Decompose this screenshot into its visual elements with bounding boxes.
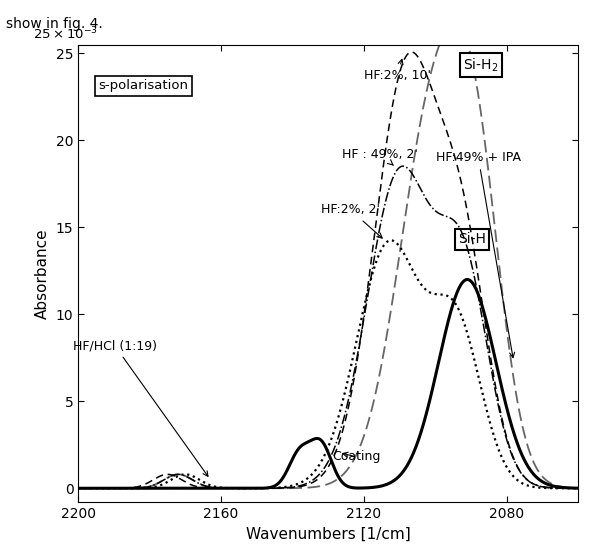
Text: HF:2%, 10': HF:2%, 10' <box>364 59 431 83</box>
Text: HF:2%, 2': HF:2%, 2' <box>321 204 382 238</box>
Text: s-polarisation: s-polarisation <box>98 79 188 92</box>
Text: Si-H: Si-H <box>458 232 486 246</box>
Y-axis label: Absorbance: Absorbance <box>36 228 50 319</box>
Text: $25\times10^{-3}$: $25\times10^{-3}$ <box>33 26 98 42</box>
Text: HF:49% + IPA: HF:49% + IPA <box>436 151 521 358</box>
Text: Si-H$_2$: Si-H$_2$ <box>463 56 498 74</box>
Text: Coating: Coating <box>332 450 381 464</box>
X-axis label: Wavenumbers [1/cm]: Wavenumbers [1/cm] <box>246 527 411 542</box>
Text: HF : 49%, 2': HF : 49%, 2' <box>343 148 418 165</box>
Text: show in fig. 4.: show in fig. 4. <box>6 17 103 31</box>
Text: HF/HCl (1:19): HF/HCl (1:19) <box>73 339 208 477</box>
